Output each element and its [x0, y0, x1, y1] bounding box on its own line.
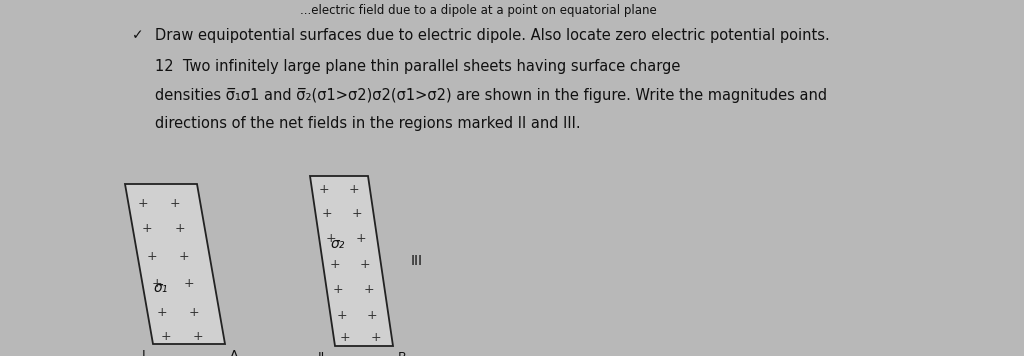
Text: +: + [179, 250, 189, 262]
Text: +: + [184, 277, 195, 290]
Text: II: II [317, 351, 325, 356]
Text: +: + [326, 232, 336, 245]
Text: +: + [142, 222, 153, 235]
Text: +: + [330, 258, 340, 271]
Polygon shape [310, 176, 393, 346]
Text: ✓: ✓ [132, 28, 143, 42]
Text: +: + [188, 305, 200, 319]
Text: +: + [352, 207, 362, 220]
Text: +: + [174, 222, 185, 235]
Text: +: + [359, 258, 370, 271]
Text: +: + [322, 207, 333, 220]
Text: +: + [137, 197, 148, 210]
Text: B: B [398, 351, 407, 356]
Text: σ₂: σ₂ [330, 237, 345, 251]
Text: +: + [355, 232, 367, 245]
Text: III: III [411, 254, 423, 268]
Text: directions of the net fields in the regions marked II and III.: directions of the net fields in the regi… [155, 116, 581, 131]
Text: Draw equipotential surfaces due to electric dipole. Also locate zero electric po: Draw equipotential surfaces due to elect… [155, 28, 829, 43]
Text: ...electric field due to a dipole at a point on equatorial plane: ...electric field due to a dipole at a p… [300, 4, 656, 17]
Text: A: A [230, 349, 239, 356]
Text: +: + [146, 250, 158, 262]
Text: +: + [348, 183, 359, 196]
Text: +: + [157, 305, 167, 319]
Text: +: + [340, 331, 350, 344]
Text: densities σ̅₁σ1 and σ̅₂(σ1>σ2)σ2(σ1>σ2) are shown in the figure. Write the magni: densities σ̅₁σ1 and σ̅₂(σ1>σ2)σ2(σ1>σ2) … [155, 88, 827, 103]
Text: +: + [194, 330, 204, 342]
Text: 12  Two infinitely large plane thin parallel sheets having surface charge: 12 Two infinitely large plane thin paral… [155, 59, 680, 74]
Text: +: + [318, 183, 329, 196]
Text: +: + [371, 331, 381, 344]
Text: I: I [141, 349, 145, 356]
Text: +: + [152, 277, 162, 290]
Text: σ₁: σ₁ [154, 281, 168, 295]
Polygon shape [125, 184, 225, 344]
Text: +: + [170, 197, 180, 210]
Text: +: + [333, 283, 344, 297]
Text: +: + [161, 330, 171, 342]
Text: +: + [367, 309, 378, 322]
Text: +: + [364, 283, 374, 297]
Text: +: + [337, 309, 347, 322]
